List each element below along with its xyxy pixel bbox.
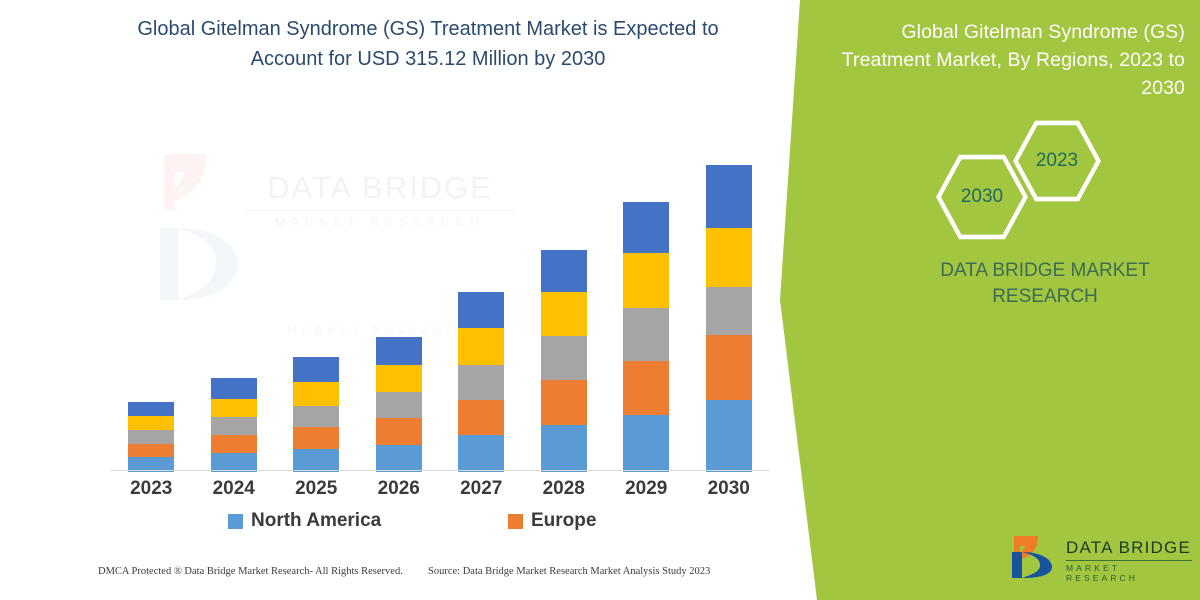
x-axis-label-2028: 2028 xyxy=(542,478,585,499)
bar-segment-series-4 xyxy=(293,382,340,406)
bar-segment-series-5 xyxy=(293,356,340,383)
bar-segment-north-america xyxy=(128,457,175,472)
bar-segment-series-4 xyxy=(210,398,257,418)
bar-segment-series-5 xyxy=(623,201,670,254)
bar-segment-europe xyxy=(623,360,670,416)
legend-item-north-america[interactable]: North America xyxy=(228,510,381,532)
bar-segment-series-4 xyxy=(128,416,175,431)
legend-label: North America xyxy=(251,510,382,531)
chart-legend: North America Europe xyxy=(110,510,770,536)
bar-2030 xyxy=(705,164,752,472)
bar-segment-series-5 xyxy=(705,164,752,229)
bar-segment-series-3 xyxy=(705,286,752,336)
hexagon-end-year-label: 2030 xyxy=(960,186,1004,207)
bar-2026 xyxy=(375,337,422,472)
logo-main-text: DATA BRIDGE xyxy=(1066,538,1191,557)
x-axis-label-2026: 2026 xyxy=(377,478,420,499)
data-bridge-logo: DATA BRIDGE MARKET RESEARCH xyxy=(1008,534,1194,583)
x-axis-labels: 2023 2024 2025 2026 2027 2028 2029 2030 xyxy=(110,478,770,504)
bar-2028 xyxy=(540,249,587,472)
bar-segment-europe xyxy=(540,380,587,426)
bar-segment-series-3 xyxy=(210,417,257,435)
bar-segment-series-5 xyxy=(128,401,175,417)
bar-segment-north-america xyxy=(623,415,670,472)
bar-segment-series-3 xyxy=(540,336,587,381)
bar-segment-europe xyxy=(293,427,340,449)
logo-sub-text: MARKET RESEARCH xyxy=(1066,563,1139,583)
bar-segment-europe xyxy=(128,443,175,458)
bar-segment-series-3 xyxy=(458,364,505,400)
bar-segment-north-america xyxy=(375,444,422,472)
bar-segment-series-4 xyxy=(705,228,752,287)
bar-2027 xyxy=(458,292,505,472)
x-axis-line xyxy=(110,470,770,471)
footer-copyright: DMCA Protected ® Data Bridge Market Rese… xyxy=(98,566,403,577)
bar-segment-series-4 xyxy=(375,364,422,392)
bar-2029 xyxy=(623,201,670,472)
legend-item-europe[interactable]: Europe xyxy=(508,510,596,532)
panel-brand-text: DATA BRIDGE MARKET RESEARCH xyxy=(940,260,1150,307)
bar-segment-series-4 xyxy=(458,327,505,365)
bar-segment-europe xyxy=(375,418,422,445)
bar-segment-north-america xyxy=(458,434,505,472)
x-axis-label-2024: 2024 xyxy=(212,478,255,499)
x-axis-label-2030: 2030 xyxy=(707,478,750,499)
page-title: Global Gitelman Syndrome (GS) Treatment … xyxy=(137,18,719,70)
footer: DMCA Protected ® Data Bridge Market Rese… xyxy=(0,566,790,590)
bar-segment-series-3 xyxy=(128,430,175,444)
footer-source: Source: Data Bridge Market Research Mark… xyxy=(428,566,711,577)
panel-title: Global Gitelman Syndrome (GS) Treatment … xyxy=(841,21,1185,99)
bar-segment-europe xyxy=(458,399,505,435)
bar-segment-north-america xyxy=(210,452,257,472)
x-axis-label-2023: 2023 xyxy=(130,478,173,499)
bar-segment-series-5 xyxy=(375,337,422,365)
x-axis-label-2029: 2029 xyxy=(625,478,668,499)
bar-segment-north-america xyxy=(293,448,340,472)
data-bridge-logo-text: DATA BRIDGE MARKET RESEARCH xyxy=(1066,538,1194,583)
bar-segment-north-america xyxy=(540,425,587,472)
data-bridge-logo-mark xyxy=(1012,536,1052,578)
bar-segment-series-3 xyxy=(623,308,670,361)
bar-2025 xyxy=(293,356,340,472)
bar-segment-series-3 xyxy=(293,405,340,428)
bar-segment-series-3 xyxy=(375,392,422,419)
x-axis-label-2025: 2025 xyxy=(295,478,338,499)
bar-2023 xyxy=(128,401,175,472)
legend-swatch-icon xyxy=(228,513,243,529)
bar-2024 xyxy=(210,378,257,472)
bar-segment-europe xyxy=(705,335,752,400)
stacked-bar-chart xyxy=(110,140,770,472)
hexagon-start-year-label: 2023 xyxy=(1035,150,1079,171)
x-axis-label-2027: 2027 xyxy=(460,478,503,499)
bar-segment-europe xyxy=(210,434,257,453)
bar-segment-series-5 xyxy=(540,249,587,292)
bar-segment-series-5 xyxy=(458,292,505,328)
legend-label: Europe xyxy=(531,510,597,531)
legend-swatch-icon xyxy=(508,513,523,529)
logo-divider xyxy=(1066,560,1192,561)
bar-segment-series-4 xyxy=(623,253,670,309)
bar-segment-north-america xyxy=(705,399,752,472)
bar-segment-series-4 xyxy=(540,291,587,337)
bar-segment-series-5 xyxy=(210,378,257,399)
